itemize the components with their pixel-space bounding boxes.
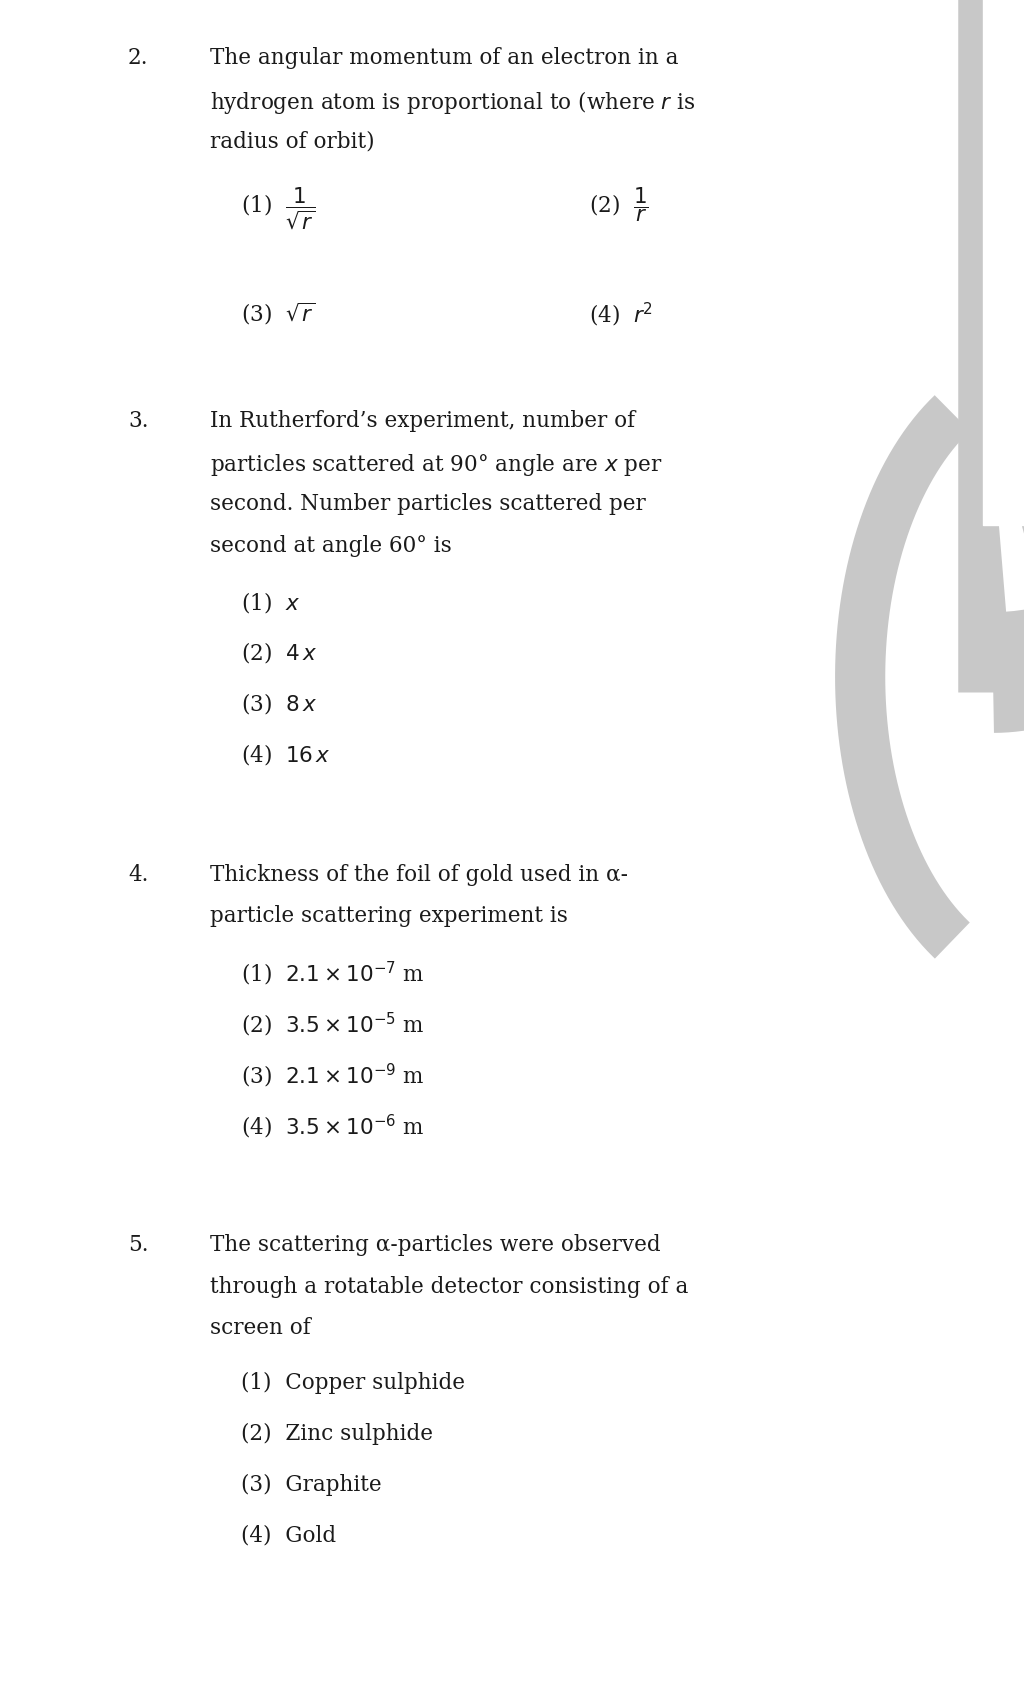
Text: particle scattering experiment is: particle scattering experiment is [210, 905, 567, 927]
Text: second at angle 60° is: second at angle 60° is [210, 535, 452, 557]
Text: (2)  $3.5 \times 10^{-5}$ m: (2) $3.5 \times 10^{-5}$ m [241, 1010, 424, 1039]
Text: (3)  Graphite: (3) Graphite [241, 1474, 381, 1496]
Text: second. Number particles scattered per: second. Number particles scattered per [210, 494, 646, 516]
Text: (4)  Gold: (4) Gold [241, 1524, 336, 1546]
Text: The scattering α-particles were observed: The scattering α-particles were observed [210, 1233, 660, 1257]
Text: (1)  $x$: (1) $x$ [241, 591, 300, 614]
Text: (2)  Zinc sulphide: (2) Zinc sulphide [241, 1423, 432, 1445]
Text: radius of orbit): radius of orbit) [210, 130, 375, 152]
Text: through a rotatable detector consisting of a: through a rotatable detector consisting … [210, 1276, 688, 1298]
Text: 2.: 2. [128, 47, 148, 69]
Text: The angular momentum of an electron in a: The angular momentum of an electron in a [210, 47, 679, 69]
Text: (4)  $16\,x$: (4) $16\,x$ [241, 741, 331, 766]
Text: particles scattered at 90° angle are $x$ per: particles scattered at 90° angle are $x$… [210, 452, 663, 477]
Text: (2)  $\dfrac{1}{r}$: (2) $\dfrac{1}{r}$ [589, 186, 648, 223]
Text: (2)  $4\,x$: (2) $4\,x$ [241, 641, 316, 665]
Text: screen of: screen of [210, 1316, 310, 1340]
Text: In Rutherford’s experiment, number of: In Rutherford’s experiment, number of [210, 409, 635, 433]
Text: (3)  $\sqrt{r}$: (3) $\sqrt{r}$ [241, 301, 314, 327]
Text: hydrogen atom is proportional to (where $r$ is: hydrogen atom is proportional to (where … [210, 88, 695, 115]
Text: 3.: 3. [128, 409, 148, 433]
Text: (4)  $3.5 \times 10^{-6}$ m: (4) $3.5 \times 10^{-6}$ m [241, 1112, 424, 1140]
Text: (1)  Copper sulphide: (1) Copper sulphide [241, 1372, 465, 1394]
Text: (3)  $8\,x$: (3) $8\,x$ [241, 690, 316, 716]
Text: (3)  $2.1 \times 10^{-9}$ m: (3) $2.1 \times 10^{-9}$ m [241, 1063, 424, 1090]
Text: 4.: 4. [128, 863, 148, 887]
Text: (1)  $2.1 \times 10^{-7}$ m: (1) $2.1 \times 10^{-7}$ m [241, 959, 424, 988]
Text: 5.: 5. [128, 1233, 148, 1257]
Text: (1)  $\dfrac{1}{\sqrt{r}}$: (1) $\dfrac{1}{\sqrt{r}}$ [241, 186, 314, 230]
Text: (4)  $r^2$: (4) $r^2$ [589, 301, 653, 328]
Text: Thickness of the foil of gold used in α-: Thickness of the foil of gold used in α- [210, 863, 628, 887]
